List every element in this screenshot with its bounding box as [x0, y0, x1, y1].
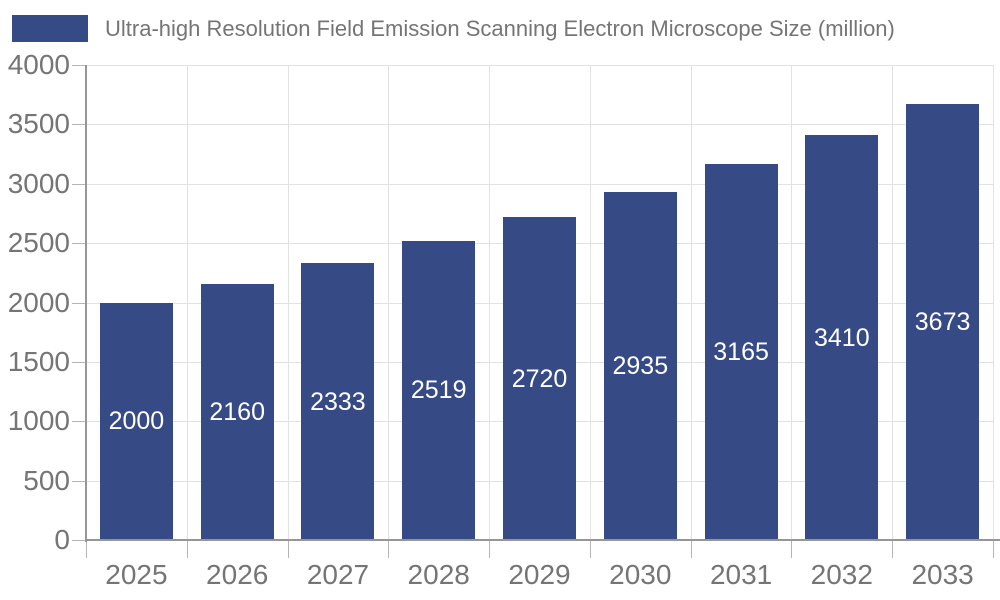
x-axis-label: 2031	[709, 559, 773, 590]
y-axis-label: 1000	[7, 405, 70, 436]
y-axis-label: 2000	[7, 287, 70, 318]
bar-value-label: 3165	[713, 338, 769, 367]
bar[interactable]	[704, 164, 778, 540]
y-gridline	[86, 124, 993, 125]
y-axis-label: 500	[23, 465, 70, 496]
bar[interactable]	[402, 240, 476, 540]
x-gridline	[892, 65, 893, 540]
x-axis-label: 2033	[911, 559, 974, 590]
y-axis-tick	[72, 184, 86, 185]
x-axis-tick	[86, 540, 87, 558]
x-axis-label: 2028	[407, 559, 470, 590]
x-axis-tick	[691, 540, 692, 558]
y-axis-line	[85, 65, 87, 542]
x-axis-tick	[892, 540, 893, 558]
y-gridline	[86, 184, 993, 185]
y-axis-label: 3000	[7, 168, 70, 199]
bar-value-label: 3673	[914, 307, 971, 336]
x-axis-tick	[590, 540, 591, 558]
bar[interactable]	[805, 135, 879, 540]
bar-value-label: 2160	[209, 397, 265, 426]
bar-value-label: 2000	[108, 407, 165, 436]
y-gridline	[86, 65, 993, 66]
x-axis-tick	[489, 540, 490, 558]
y-axis-tick	[72, 362, 86, 363]
x-axis-label: 2026	[206, 559, 269, 590]
bar[interactable]	[99, 302, 173, 540]
x-axis-tick	[993, 540, 994, 558]
y-axis-tick	[72, 481, 86, 482]
y-axis-label: 4000	[7, 49, 70, 80]
bar[interactable]	[603, 191, 677, 540]
x-gridline	[691, 65, 692, 540]
x-axis-label: 2032	[810, 559, 873, 590]
x-gridline	[187, 65, 188, 540]
y-axis-label: 3500	[7, 108, 70, 139]
x-axis-tick	[791, 540, 792, 558]
x-axis-tick	[388, 540, 389, 558]
x-gridline	[993, 65, 994, 540]
x-axis-label: 2027	[306, 559, 370, 590]
x-axis-line	[85, 539, 1000, 541]
legend-label: Ultra-high Resolution Field Emission Sca…	[105, 16, 895, 41]
x-gridline	[590, 65, 591, 540]
x-axis-label: 2025	[105, 559, 168, 590]
x-gridline	[388, 65, 389, 540]
bar-value-label: 2935	[612, 351, 669, 380]
y-axis-label: 2500	[7, 227, 70, 258]
y-axis-tick	[72, 65, 86, 66]
y-axis-label: 0	[54, 524, 70, 555]
x-gridline	[791, 65, 792, 540]
y-axis-tick	[72, 540, 86, 541]
bar[interactable]	[906, 103, 980, 540]
legend-item[interactable]: Ultra-high Resolution Field Emission Sca…	[12, 15, 895, 42]
legend-swatch-icon	[12, 15, 88, 42]
x-axis-label: 2029	[508, 559, 571, 590]
bar[interactable]	[503, 217, 576, 540]
y-axis-tick	[72, 124, 86, 125]
bar[interactable]	[200, 283, 274, 540]
y-axis-label: 1500	[7, 346, 70, 377]
x-axis-tick	[288, 540, 289, 558]
bar[interactable]	[301, 263, 375, 540]
y-axis-tick	[72, 303, 86, 304]
x-gridline	[489, 65, 490, 540]
x-axis-label: 2030	[609, 559, 672, 590]
x-gridline	[288, 65, 289, 540]
bar-value-label: 2519	[410, 376, 467, 405]
bar-value-label: 2333	[310, 387, 366, 416]
x-axis-tick	[187, 540, 188, 558]
y-axis-tick	[72, 421, 86, 422]
bar-value-label: 2720	[511, 364, 568, 393]
y-axis-tick	[72, 243, 86, 244]
bar-value-label: 3410	[813, 323, 870, 352]
